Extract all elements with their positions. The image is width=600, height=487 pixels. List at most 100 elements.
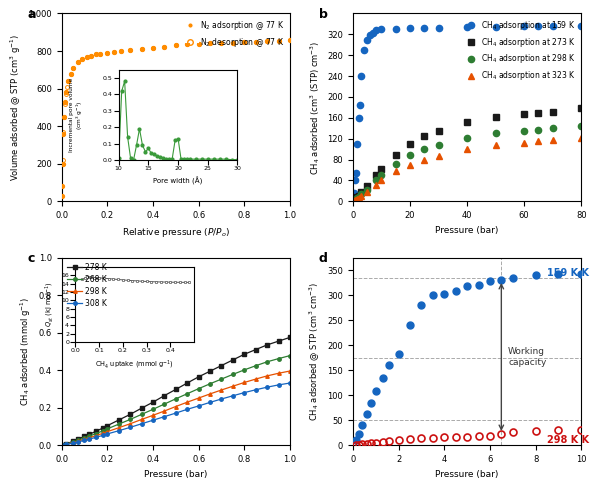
Line: 308 K: 308 K bbox=[60, 381, 292, 447]
CH$_4$ adsorption at 273 K bbox=[406, 141, 413, 147]
298 K bbox=[241, 379, 248, 385]
Legend: 278 K, 268 K, 298 K, 308 K: 278 K, 268 K, 298 K, 308 K bbox=[65, 262, 108, 310]
308 K bbox=[195, 403, 202, 409]
268 K bbox=[58, 443, 65, 449]
268 K bbox=[206, 381, 214, 387]
CH$_4$ adsorption at 273 K bbox=[352, 196, 359, 202]
CH$_4$ adsorption at 298 K bbox=[352, 197, 359, 203]
268 K bbox=[263, 359, 271, 365]
268 K bbox=[127, 416, 134, 422]
268 K bbox=[92, 431, 100, 436]
268 K bbox=[229, 372, 236, 377]
308 K bbox=[184, 407, 191, 412]
Text: b: b bbox=[319, 8, 328, 21]
Y-axis label: CH$_4$ adsorbed (cm$^3$ (STP) cm$^{-3}$): CH$_4$ adsorbed (cm$^3$ (STP) cm$^{-3}$) bbox=[308, 40, 322, 174]
278 K bbox=[172, 387, 179, 393]
268 K bbox=[275, 356, 282, 361]
CH$_4$ adsorption at 298 K bbox=[463, 135, 470, 141]
CH$_4$ adsorption at 273 K bbox=[378, 166, 385, 172]
298 K bbox=[172, 404, 179, 410]
CH$_4$ adsorption at 298 K bbox=[364, 187, 371, 193]
298 K bbox=[195, 395, 202, 401]
CH$_4$ adsorption at 323 K bbox=[353, 196, 361, 202]
268 K bbox=[161, 401, 168, 407]
308 K bbox=[127, 425, 134, 431]
268 K bbox=[218, 376, 225, 382]
Line: CH$_4$ adsorption at 298 K: CH$_4$ adsorption at 298 K bbox=[350, 123, 584, 204]
CH$_4$ adsorption at 273 K bbox=[392, 152, 400, 158]
CH$_4$ adsorption at 159 K bbox=[364, 37, 371, 42]
278 K bbox=[161, 393, 168, 398]
278 K bbox=[286, 335, 293, 340]
CH$_4$ adsorption at 298 K bbox=[353, 195, 361, 201]
CH$_4$ adsorption at 159 K bbox=[350, 198, 357, 204]
278 K bbox=[206, 368, 214, 374]
Text: d: d bbox=[319, 252, 328, 265]
Legend: N$_2$ adsorption @ 77 K, N$_2$ desorption @ 77 K: N$_2$ adsorption @ 77 K, N$_2$ desorptio… bbox=[181, 17, 286, 50]
CH$_4$ adsorption at 273 K bbox=[492, 114, 499, 120]
CH$_4$ adsorption at 298 K bbox=[350, 198, 357, 204]
CH$_4$ adsorption at 323 K bbox=[351, 198, 358, 204]
CH$_4$ adsorption at 159 K bbox=[378, 26, 385, 32]
308 K bbox=[74, 439, 81, 445]
298 K bbox=[206, 391, 214, 397]
Text: 159 K K: 159 K K bbox=[547, 268, 589, 278]
CH$_4$ adsorption at 273 K bbox=[358, 189, 365, 195]
Text: Working
capacity: Working capacity bbox=[508, 347, 547, 367]
X-axis label: Relative pressure ($P$/$P_o$): Relative pressure ($P$/$P_o$) bbox=[122, 225, 230, 239]
Y-axis label: CH$_4$ adsorbed @ STP (cm$^3$ cm$^{-3}$): CH$_4$ adsorbed @ STP (cm$^3$ cm$^{-3}$) bbox=[308, 282, 322, 421]
278 K bbox=[252, 347, 259, 353]
CH$_4$ adsorption at 159 K bbox=[372, 27, 379, 33]
CH$_4$ adsorption at 273 K bbox=[355, 193, 362, 199]
268 K bbox=[70, 439, 77, 445]
308 K bbox=[104, 431, 111, 437]
Text: a: a bbox=[28, 8, 36, 21]
298 K bbox=[92, 433, 100, 439]
268 K bbox=[241, 367, 248, 373]
Line: 268 K: 268 K bbox=[60, 354, 292, 447]
268 K bbox=[62, 441, 70, 447]
278 K bbox=[149, 399, 157, 405]
Y-axis label: Volume adsorbed @ STP (cm$^3$ g$^{-1}$): Volume adsorbed @ STP (cm$^3$ g$^{-1}$) bbox=[8, 34, 23, 181]
308 K bbox=[138, 421, 145, 427]
CH$_4$ adsorption at 159 K bbox=[367, 33, 374, 38]
278 K bbox=[74, 436, 81, 442]
308 K bbox=[263, 384, 271, 390]
278 K bbox=[241, 351, 248, 357]
278 K bbox=[81, 433, 88, 439]
CH$_4$ adsorption at 273 K bbox=[351, 197, 358, 203]
Y-axis label: CH$_4$ adsorbed (mmol g$^{-1}$): CH$_4$ adsorbed (mmol g$^{-1}$) bbox=[19, 297, 33, 406]
278 K bbox=[62, 441, 70, 447]
CH$_4$ adsorption at 298 K bbox=[406, 152, 413, 158]
308 K bbox=[206, 399, 214, 405]
CH$_4$ adsorption at 273 K bbox=[535, 110, 542, 115]
CH$_4$ adsorption at 159 K bbox=[352, 169, 359, 175]
CH$_4$ adsorption at 298 K bbox=[351, 198, 358, 204]
CH$_4$ adsorption at 159 K bbox=[351, 190, 358, 196]
CH$_4$ adsorption at 298 K bbox=[352, 196, 359, 202]
298 K bbox=[115, 425, 122, 431]
278 K bbox=[195, 374, 202, 380]
CH$_4$ adsorption at 273 K bbox=[463, 119, 470, 125]
CH$_4$ adsorption at 298 K bbox=[535, 127, 542, 133]
CH$_4$ adsorption at 159 K bbox=[421, 25, 428, 31]
278 K bbox=[229, 357, 236, 363]
CH$_4$ adsorption at 159 K bbox=[535, 23, 542, 29]
CH$_4$ adsorption at 298 K bbox=[521, 128, 528, 134]
CH$_4$ adsorption at 323 K bbox=[392, 168, 400, 174]
CH$_4$ adsorption at 298 K bbox=[549, 125, 556, 131]
298 K bbox=[74, 438, 81, 444]
278 K bbox=[58, 443, 65, 449]
CH$_4$ adsorption at 273 K bbox=[364, 183, 371, 188]
CH$_4$ adsorption at 323 K bbox=[406, 162, 413, 168]
CH$_4$ adsorption at 323 K bbox=[549, 137, 556, 143]
CH$_4$ adsorption at 159 K bbox=[350, 196, 358, 202]
CH$_4$ adsorption at 298 K bbox=[435, 142, 442, 148]
CH$_4$ adsorption at 159 K bbox=[352, 177, 359, 183]
268 K bbox=[99, 428, 106, 434]
308 K bbox=[252, 387, 259, 393]
278 K bbox=[127, 412, 134, 417]
298 K bbox=[218, 387, 225, 393]
298 K bbox=[70, 440, 77, 446]
Legend: CH$_4$ adsorption at 159 K, CH$_4$ adsorption at 273 K, CH$_4$ adsorption at 298: CH$_4$ adsorption at 159 K, CH$_4$ adsor… bbox=[462, 17, 577, 84]
